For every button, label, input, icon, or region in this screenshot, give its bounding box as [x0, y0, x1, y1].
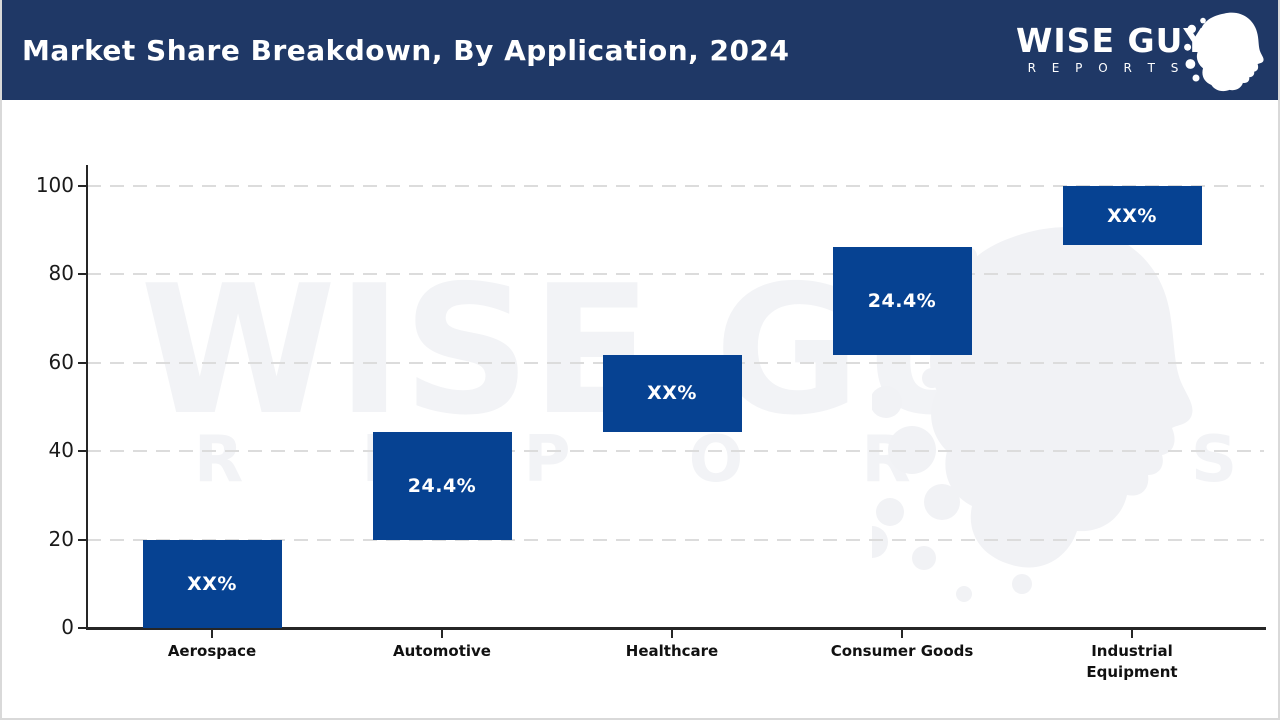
plot-area: 0 20 40 60 80 100 XX% 24.4% XX% 24.4% XX% Aerospace… — [2, 100, 1278, 718]
x-tick-mark — [441, 630, 443, 638]
x-category-label-industrial-equipment: Industrial Equipment — [1086, 642, 1178, 681]
y-tick-mark — [78, 361, 86, 364]
y-tick-mark — [78, 538, 86, 541]
bar-consumer-goods: 24.4% — [832, 247, 972, 356]
header-bar: Market Share Breakdown, By Application, … — [2, 0, 1278, 100]
bar-value-label: XX% — [1107, 204, 1157, 227]
x-axis-line — [86, 627, 1266, 630]
bar-value-label: XX% — [187, 572, 237, 595]
x-tick-mark — [671, 630, 673, 638]
y-axis-line — [86, 165, 88, 629]
y-tick-label-80: 80 — [48, 261, 74, 286]
bar-industrial-equipment: XX% — [1062, 186, 1202, 246]
y-tick-label-60: 60 — [48, 349, 74, 374]
bar-value-label: 24.4% — [867, 290, 937, 313]
x-category-label-consumer-goods: Consumer Goods — [830, 642, 974, 660]
logo-head-icon — [1184, 12, 1264, 92]
y-tick-mark — [78, 450, 86, 453]
y-tick-label-100: 100 — [35, 173, 74, 197]
y-tick-label-40: 40 — [48, 438, 74, 463]
y-tick-label-20: 20 — [48, 526, 74, 551]
logo-reports-line: R E P O R T S — [1027, 60, 1185, 75]
bar-value-label: XX% — [647, 382, 697, 405]
x-category-label-automotive: Automotive — [393, 642, 491, 660]
gridline-20 — [87, 538, 1264, 541]
chart-title: Market Share Breakdown, By Application, … — [22, 34, 790, 67]
y-tick-label-0: 0 — [61, 615, 74, 639]
gridline-80 — [87, 273, 1264, 276]
x-category-label-aerospace: Aerospace — [167, 642, 257, 660]
y-tick-mark — [78, 273, 86, 276]
wiseguy-logo: WISE GUY R E P O R T S — [1016, 6, 1266, 94]
x-tick-mark — [211, 630, 213, 638]
gridline-40 — [87, 450, 1264, 453]
x-category-label-healthcare: Healthcare — [625, 642, 719, 660]
y-tick-mark — [78, 627, 86, 629]
gridline-100 — [87, 185, 1264, 187]
logo-text-block: WISE GUY R E P O R T S — [1016, 21, 1209, 75]
bar-value-label: 24.4% — [407, 474, 477, 497]
bar-healthcare: XX% — [602, 354, 742, 432]
x-tick-mark — [1131, 630, 1133, 638]
y-tick-mark — [78, 185, 86, 187]
logo-wordmark: WISE GUY — [1016, 21, 1209, 60]
bar-aerospace: XX% — [142, 539, 282, 628]
x-tick-mark — [901, 630, 903, 638]
bar-automotive: 24.4% — [372, 431, 512, 540]
